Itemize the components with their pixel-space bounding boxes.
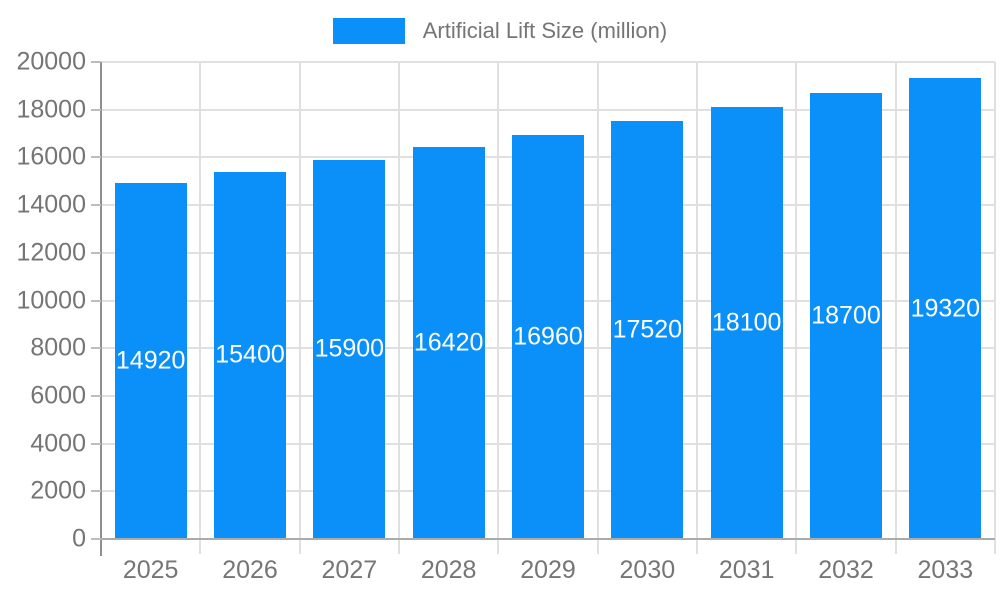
y-axis-tick: [91, 156, 101, 159]
y-axis-tick: [91, 442, 101, 445]
y-axis-line: [100, 62, 102, 556]
y-axis-tick: [91, 108, 101, 111]
gridline-vertical: [596, 62, 599, 554]
x-axis-line: [95, 538, 995, 540]
y-axis-tick: [91, 490, 101, 493]
gridline-vertical: [398, 62, 400, 554]
bar-value-label: 15400: [215, 340, 285, 369]
x-axis-tick-label: 2033: [917, 556, 974, 584]
legend-label: Artificial Lift Size (million): [422, 18, 668, 43]
bar[interactable]: 15400: [214, 171, 286, 539]
gridline-vertical: [199, 62, 202, 554]
bar-value-label: 18100: [711, 308, 782, 337]
x-axis-tick-label: 2029: [520, 556, 576, 584]
y-axis-tick-labels: 0 2000 4000 6000 8000 10000 12000 14000 16000 180…: [0, 48, 86, 553]
y-axis-tick-label: 2000: [30, 476, 86, 505]
y-axis-tick: [91, 394, 101, 397]
legend-swatch: [332, 18, 405, 44]
y-axis-tick: [91, 538, 101, 540]
bar[interactable]: 15900: [313, 159, 386, 539]
y-axis-tick: [91, 251, 101, 254]
y-axis-tick: [91, 61, 101, 63]
bar[interactable]: 14920: [114, 183, 187, 539]
bar[interactable]: 16960: [512, 134, 584, 539]
y-axis-tick-label: 20000: [16, 47, 86, 76]
y-axis-tick-label: 8000: [30, 333, 86, 362]
x-axis-tick-label: 2032: [818, 556, 874, 584]
y-axis-tick-label: 0: [72, 524, 86, 553]
x-axis-tick-label: 2031: [718, 556, 775, 584]
y-axis-tick-label: 18000: [16, 95, 86, 124]
gridline-vertical: [298, 62, 301, 554]
bar[interactable]: 18100: [710, 107, 783, 539]
x-axis-tick-labels: 2025 2026 2027 2028 2029 2030 2031 2032 2033: [101, 556, 995, 590]
y-axis-tick-label: 4000: [30, 429, 86, 458]
x-axis-tick-label: 2026: [222, 556, 278, 584]
gridline-horizontal: [101, 61, 995, 63]
y-axis-tick-label: 6000: [30, 381, 86, 410]
gridline-vertical: [994, 62, 996, 554]
gridline-horizontal: [101, 108, 995, 111]
gridline-vertical: [795, 62, 798, 554]
x-axis-tick-label: 2027: [321, 556, 378, 584]
y-axis-tick: [91, 299, 101, 302]
y-axis-tick-label: 14000: [16, 190, 86, 219]
y-axis-tick-label: 12000: [16, 238, 86, 267]
plot-area: 14920 15400 15900 16420 16960 17520 18100 18700…: [101, 61, 996, 554]
bar-value-label: 18700: [811, 301, 881, 330]
bar[interactable]: 16420: [412, 147, 485, 539]
gridline-vertical: [696, 62, 698, 554]
bar[interactable]: 18700: [810, 93, 882, 539]
bar-value-label: 16420: [413, 328, 484, 357]
y-axis-tick-label: 16000: [16, 142, 86, 171]
legend[interactable]: Artificial Lift Size (million): [0, 16, 1000, 46]
x-axis-tick-label: 2028: [420, 556, 477, 584]
y-axis-tick: [91, 347, 101, 350]
bar-value-label: 14920: [115, 346, 186, 375]
bar-value-label: 16960: [513, 322, 583, 351]
bar-value-label: 17520: [612, 315, 683, 344]
bar-value-label: 15900: [314, 334, 385, 363]
bar[interactable]: 17520: [611, 121, 684, 539]
gridline-vertical: [497, 62, 500, 554]
y-axis-tick-label: 10000: [16, 286, 86, 314]
gridline-vertical: [894, 62, 897, 554]
bar[interactable]: 19320: [909, 78, 982, 539]
x-axis-tick-label: 2030: [619, 556, 676, 584]
bar-value-label: 19320: [910, 294, 981, 323]
x-axis-tick-label: 2025: [122, 556, 179, 584]
y-axis-tick: [91, 204, 101, 207]
